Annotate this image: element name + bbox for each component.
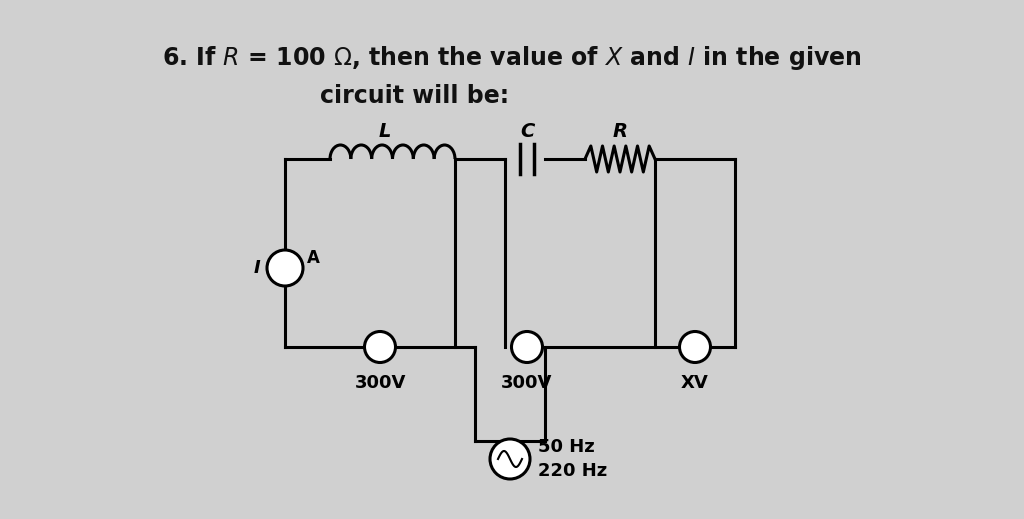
Text: I: I [253,259,260,277]
Text: L: L [379,122,391,141]
Text: R: R [612,122,628,141]
Text: A: A [307,249,319,267]
Text: 300V: 300V [354,375,406,392]
Text: XV: XV [681,375,709,392]
Circle shape [490,439,530,479]
Text: 6⁠. If $R$ = 100 $\Omega$, then the value of $X$ and $I$ in the given: 6⁠. If $R$ = 100 $\Omega$, then the valu… [162,44,862,72]
Text: circuit will be:: circuit will be: [319,84,509,108]
Circle shape [365,332,395,362]
Text: 50 Hz: 50 Hz [538,438,595,456]
Text: 300V: 300V [502,375,553,392]
Circle shape [267,250,303,286]
Text: C: C [520,122,535,141]
Text: 220 Hz: 220 Hz [538,462,607,480]
Circle shape [512,332,543,362]
Circle shape [680,332,711,362]
